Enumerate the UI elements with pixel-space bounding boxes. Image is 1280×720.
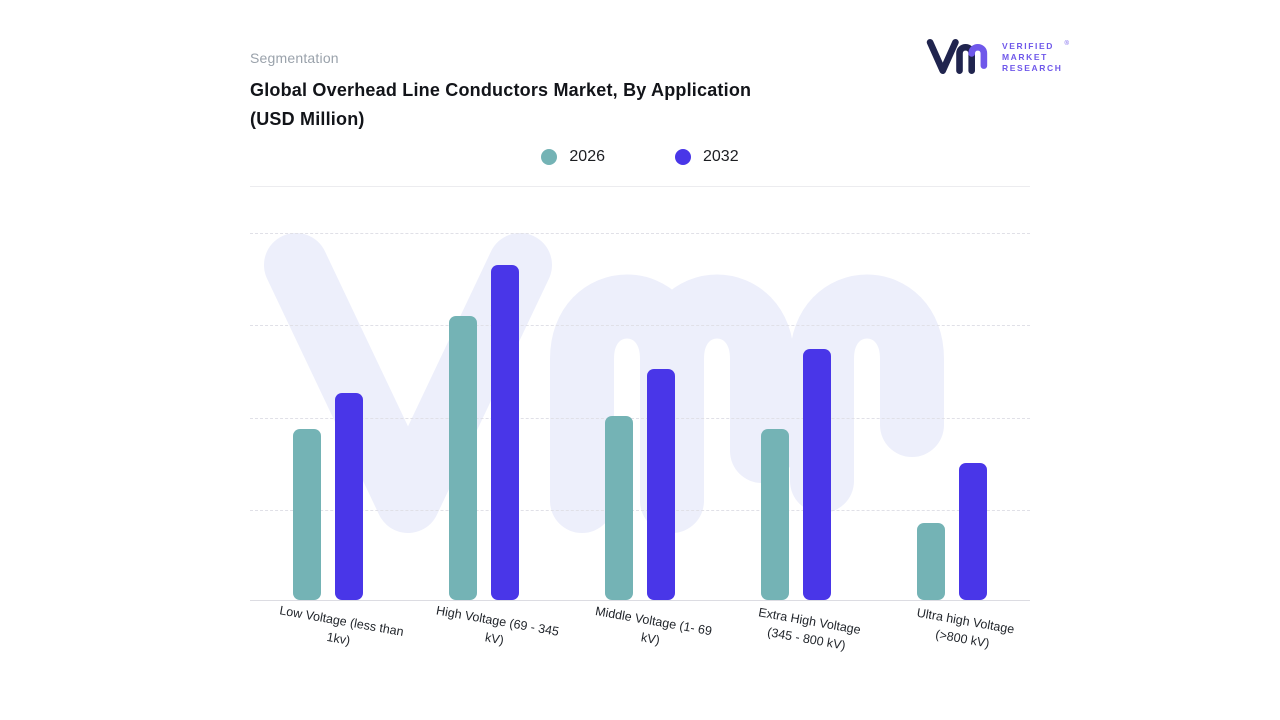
bar-plot: [250, 225, 1030, 600]
bar-2026: [761, 429, 789, 600]
legend-label: 2026: [569, 148, 605, 165]
legend: 2026 2032: [250, 148, 1030, 166]
bar-group: [449, 265, 519, 600]
vmr-logo: VERIFIED ® MARKET RESEARCH: [926, 36, 1071, 78]
logo-line-research: RESEARCH: [1002, 62, 1063, 73]
vmr-logo-wordmark: VERIFIED ® MARKET RESEARCH: [1002, 41, 1071, 74]
logo-line-market: MARKET: [1002, 51, 1048, 62]
vmr-logo-icon: [926, 36, 992, 78]
legend-dot-icon: [541, 149, 558, 165]
gridline: [250, 233, 1030, 234]
gridline: [250, 418, 1030, 419]
x-axis-label-text: Extra High Voltage (345 - 800 kV): [757, 605, 862, 653]
legend-item-2032: 2032: [675, 148, 739, 166]
chart-plot-area: [250, 225, 1030, 601]
logo-line-verified: VERIFIED: [1002, 40, 1055, 51]
chart-heading: Segmentation Global Overhead Line Conduc…: [250, 50, 890, 134]
bar-2032: [959, 463, 987, 600]
bar-group: [293, 393, 363, 600]
x-axis-label-text: Low Voltage (less than 1kv): [278, 603, 405, 648]
bar-2032: [335, 393, 363, 600]
gridline: [250, 510, 1030, 511]
bar-2026: [293, 429, 321, 600]
x-axis-label-text: Ultra high Voltage (>800 kV): [915, 605, 1016, 651]
vmr-watermark-icon: [256, 229, 992, 546]
x-axis-label: Extra High Voltage (345 - 800 kV): [730, 605, 886, 653]
bar-2026: [917, 523, 945, 600]
bar-2026: [449, 316, 477, 600]
x-axis-label: Low Voltage (less than 1kv): [262, 603, 418, 648]
bar-2026: [605, 416, 633, 600]
segmentation-label: Segmentation: [250, 50, 339, 66]
legend-label: 2032: [703, 148, 739, 165]
bar-2032: [803, 349, 831, 600]
bar-group: [761, 349, 831, 600]
x-axis-label: Ultra high Voltage (>800 kV): [886, 606, 1042, 651]
x-axis-label: Middle Voltage (1- 69 kV): [574, 604, 730, 648]
x-axis-label-text: High Voltage (69 - 345 kV): [435, 603, 561, 648]
legend-item-2026: 2026: [541, 148, 605, 166]
bar-group: [917, 463, 987, 600]
x-axis-label: High Voltage (69 - 345 kV): [418, 603, 574, 648]
x-axis-labels: Low Voltage (less than 1kv) High Voltage …: [250, 603, 1030, 653]
bar-group: [605, 369, 675, 600]
chart-title-line1: Global Overhead Line Conductors Market, …: [250, 80, 752, 100]
bar-2032: [491, 265, 519, 600]
chart-title-line2: (USD Million): [250, 109, 365, 129]
registered-mark: ®: [1064, 40, 1071, 47]
legend-dot-icon: [675, 149, 691, 165]
legend-divider: [250, 186, 1030, 187]
chart-title: Global Overhead Line Conductors Market, …: [250, 76, 890, 134]
gridline: [250, 325, 1030, 326]
bar-2032: [647, 369, 675, 600]
x-axis-label-text: Middle Voltage (1- 69 kV): [594, 603, 713, 648]
